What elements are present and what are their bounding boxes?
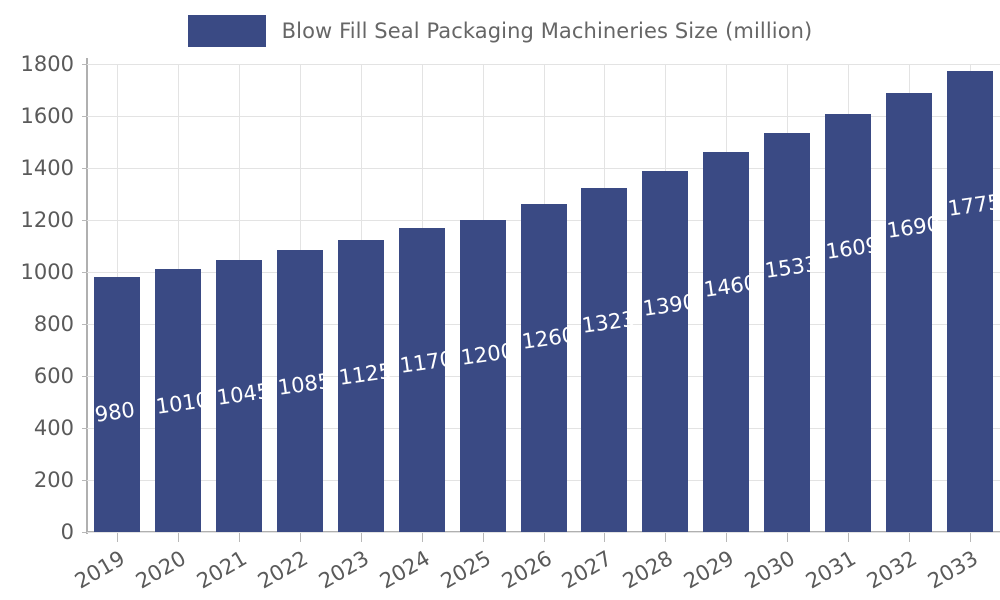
y-gridline [87,532,1000,533]
y-tick-mark [82,324,87,325]
y-tick-mark [82,220,87,221]
bar[interactable] [642,170,689,532]
y-axis-spine [86,58,88,534]
x-tick-label: 2019 [71,546,130,594]
chart-legend: Blow Fill Seal Packaging Machineries Siz… [0,10,1000,52]
bar[interactable] [885,92,932,532]
x-tick-mark [787,533,788,542]
x-tick-label: 2028 [618,546,678,594]
x-tick-mark [970,533,971,542]
x-tick-mark [300,533,301,542]
y-gridline [87,64,1000,65]
bar[interactable] [581,188,628,532]
bar[interactable] [703,152,750,532]
x-tick-mark [483,533,484,542]
x-tick-label: 2027 [558,546,617,594]
y-tick-label: 200 [33,468,74,492]
y-tick-mark [82,376,87,377]
x-tick-mark [544,533,545,542]
bar[interactable] [94,277,141,532]
x-tick-label: 2023 [314,546,373,594]
x-tick-mark [604,533,605,542]
y-tick-label: 1400 [20,156,74,180]
y-tick-mark [82,532,87,533]
x-tick-mark [239,533,240,542]
x-tick-mark [848,533,849,542]
y-tick-label: 600 [33,364,74,388]
y-gridline [87,116,1000,117]
x-tick-label: 2024 [375,546,434,594]
x-tick-mark [361,533,362,542]
y-tick-mark [82,428,87,429]
y-tick-label: 1600 [20,104,74,128]
bar[interactable] [398,227,445,532]
x-tick-mark [422,533,423,542]
bar[interactable] [155,269,202,532]
y-tick-mark [82,64,87,65]
y-tick-mark [82,116,87,117]
x-tick-label: 2020 [132,546,191,594]
x-tick-mark [909,533,910,542]
x-tick-label: 2030 [740,546,799,594]
x-tick-label: 2026 [497,546,556,594]
legend-label: Blow Fill Seal Packaging Machineries Siz… [281,19,813,43]
bar[interactable] [763,133,810,532]
y-tick-label: 0 [60,520,74,544]
x-tick-mark [726,533,727,542]
y-tick-mark [82,272,87,273]
y-gridline [87,168,1000,169]
x-tick-label: 2032 [862,546,921,594]
bar[interactable] [946,70,993,532]
y-tick-label: 1800 [20,52,74,76]
x-tick-label: 2025 [436,546,495,594]
bar[interactable] [277,249,324,532]
x-tick-label: 2021 [192,546,252,594]
x-tick-label: 2029 [679,546,739,594]
bar[interactable] [216,260,263,532]
bar[interactable] [824,113,871,532]
bar[interactable] [459,220,506,532]
x-tick-label: 2033 [923,546,982,594]
plot-area: 980 1010 1045 1085 1125 1170 1200 1260 1323 1390 1… [82,64,1000,533]
y-tick-label: 800 [33,312,74,336]
y-tick-mark [82,168,87,169]
x-tick-label: 2031 [801,546,860,594]
x-tick-label: 2022 [253,546,313,594]
y-tick-mark [82,480,87,481]
x-tick-mark [178,533,179,542]
y-tick-label: 400 [33,416,74,440]
legend-color-swatch [187,15,266,47]
x-tick-mark [665,533,666,542]
bar[interactable] [520,204,567,532]
x-tick-mark [117,533,118,542]
y-tick-label: 1000 [20,260,74,284]
bar[interactable] [337,239,384,532]
y-tick-label: 1200 [20,208,74,232]
